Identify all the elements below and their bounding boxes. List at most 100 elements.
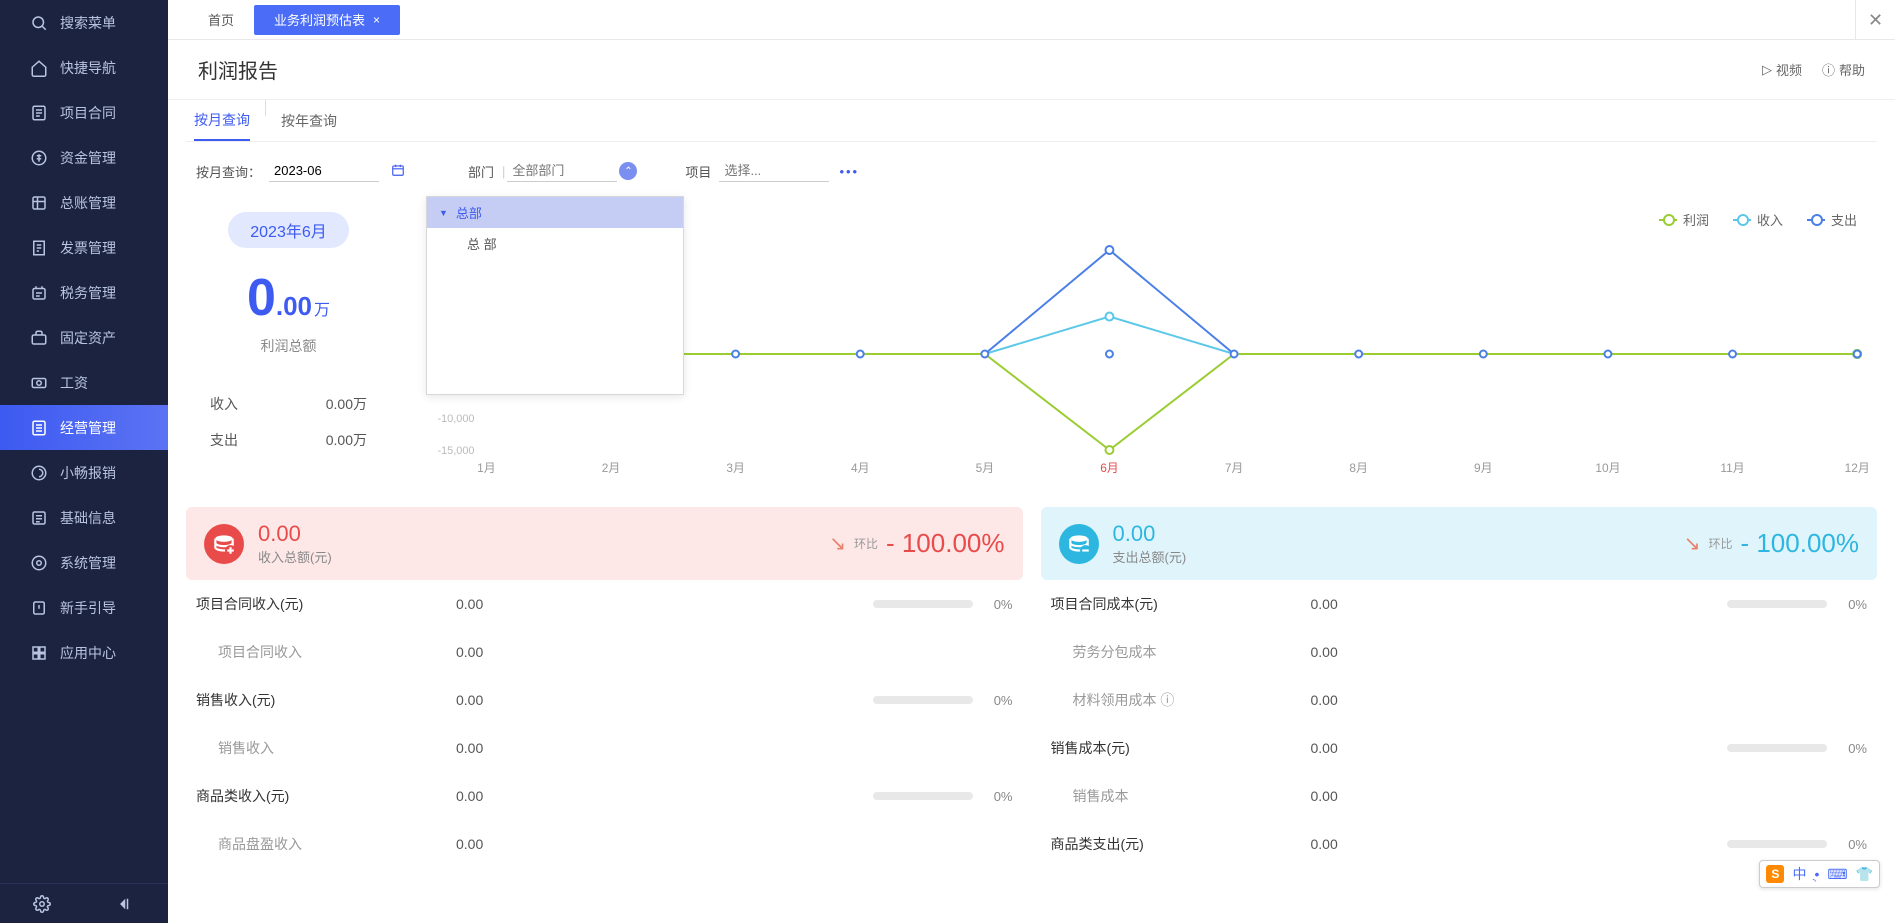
metric-pct: 0% bbox=[1837, 597, 1867, 612]
sidebar-item-system[interactable]: 系统管理 bbox=[0, 540, 168, 585]
metric-name: 劳务分包成本 bbox=[1051, 642, 1311, 662]
sidebar-item-business[interactable]: 经营管理 bbox=[0, 405, 168, 450]
chevron-up-icon[interactable]: ⌃ bbox=[619, 162, 637, 180]
sidebar-item-ledger[interactable]: 总账管理 bbox=[0, 180, 168, 225]
metric-value: 0.00 bbox=[456, 596, 596, 612]
sidebar-item-label: 系统管理 bbox=[60, 553, 116, 573]
sidebar-item-invoice[interactable]: 发票管理 bbox=[0, 225, 168, 270]
x-axis-label: 5月 bbox=[976, 461, 995, 475]
sidebar-item-label: 税务管理 bbox=[60, 283, 116, 303]
expense-icon bbox=[1059, 524, 1099, 564]
sidebar-item-label: 固定资产 bbox=[60, 328, 116, 348]
sidebar-item-money[interactable]: 资金管理 bbox=[0, 135, 168, 180]
expense-panel: 0.00 支出总额(元) ↘ 环比 - 100.00% 项目合同成本(元)0.0… bbox=[1041, 507, 1878, 868]
expense-pct: - 100.00% bbox=[1740, 528, 1859, 559]
sub-tab[interactable]: 按年查询 bbox=[281, 100, 337, 141]
metric-row: 商品类支出(元)0.000% bbox=[1041, 820, 1878, 868]
x-axis-label: 8月 bbox=[1349, 461, 1368, 475]
metric-row: 项目合同收入(元)0.000% bbox=[186, 580, 1023, 628]
top-tabs: 首页业务利润预估表× ✕ bbox=[168, 0, 1895, 40]
income-label: 收入 bbox=[210, 394, 238, 414]
profit-total-label: 利润总额 bbox=[186, 336, 391, 356]
asset-icon bbox=[30, 329, 48, 347]
dropdown-item[interactable]: ▼总部 bbox=[427, 197, 683, 228]
filter-row: 按月查询： 部门 | ⌃ 项目 ••• bbox=[186, 142, 1877, 192]
collapse-icon[interactable] bbox=[84, 895, 168, 913]
income-value: 0.00万 bbox=[326, 394, 367, 414]
sidebar-item-label: 搜索菜单 bbox=[60, 13, 116, 33]
sidebar-item-guide[interactable]: 新手引导 bbox=[0, 585, 168, 630]
sidebar-item-reimburse[interactable]: 小畅报销 bbox=[0, 450, 168, 495]
legend-item[interactable]: 收入 bbox=[1733, 210, 1783, 229]
top-tab[interactable]: 业务利润预估表× bbox=[254, 5, 400, 35]
info-icon bbox=[30, 509, 48, 527]
dropdown-item[interactable]: 总 部 bbox=[427, 228, 683, 259]
ime-lang[interactable]: 中 bbox=[1792, 864, 1806, 884]
x-axis-label: 6月 bbox=[1100, 461, 1119, 475]
legend-item[interactable]: 支出 bbox=[1807, 210, 1857, 229]
progress-bar bbox=[1727, 744, 1827, 752]
reimburse-icon bbox=[30, 464, 48, 482]
expense-total-value: 0.00 bbox=[1113, 521, 1187, 547]
metric-row: 销售收入0.00 bbox=[186, 724, 1023, 772]
dept-input[interactable] bbox=[507, 160, 617, 182]
sub-tab[interactable]: 按月查询 bbox=[194, 100, 250, 141]
proj-filter-label: 项目 bbox=[685, 162, 711, 181]
money-icon bbox=[30, 149, 48, 167]
legend-item[interactable]: 利润 bbox=[1659, 210, 1709, 229]
sidebar-item-asset[interactable]: 固定资产 bbox=[0, 315, 168, 360]
sidebar-item-label: 工资 bbox=[60, 373, 88, 393]
sidebar-item-info[interactable]: 基础信息 bbox=[0, 495, 168, 540]
trend-down-icon: ↘ bbox=[1684, 531, 1701, 556]
metric-value: 0.00 bbox=[456, 740, 596, 756]
business-icon bbox=[30, 419, 48, 437]
calendar-icon[interactable] bbox=[391, 163, 405, 180]
ime-logo-icon: S bbox=[1766, 865, 1784, 883]
close-all-tabs-button[interactable]: ✕ bbox=[1855, 0, 1895, 40]
dept-select[interactable]: | ⌃ bbox=[502, 160, 637, 182]
metric-name: 销售收入(元) bbox=[196, 690, 456, 710]
sidebar-item-tax[interactable]: 税务管理 bbox=[0, 270, 168, 315]
top-tab[interactable]: 首页 bbox=[188, 5, 254, 35]
income-icon bbox=[204, 524, 244, 564]
metric-pct: 0% bbox=[983, 693, 1013, 708]
sidebar-item-label: 快捷导航 bbox=[60, 58, 116, 78]
metric-pct: 0% bbox=[1837, 741, 1867, 756]
income-total-label: 收入总额(元) bbox=[258, 547, 332, 566]
ime-keyboard-icon[interactable]: ⌨ bbox=[1827, 866, 1847, 883]
metric-name: 销售成本(元) bbox=[1051, 738, 1311, 758]
search-icon bbox=[30, 14, 48, 32]
sidebar-item-home[interactable]: 快捷导航 bbox=[0, 45, 168, 90]
guide-icon bbox=[30, 599, 48, 617]
home-icon bbox=[30, 59, 48, 77]
sidebar-item-salary[interactable]: 工资 bbox=[0, 360, 168, 405]
sidebar-footer bbox=[0, 883, 168, 923]
close-icon[interactable]: × bbox=[373, 13, 380, 27]
ime-punct[interactable]: •ֻ bbox=[1814, 866, 1819, 882]
proj-input[interactable] bbox=[719, 160, 829, 182]
settings-icon[interactable] bbox=[0, 895, 84, 913]
metric-row: 销售成本0.00 bbox=[1041, 772, 1878, 820]
ime-skin-icon[interactable]: 👕 bbox=[1856, 866, 1873, 883]
sidebar-item-apps[interactable]: 应用中心 bbox=[0, 630, 168, 675]
more-icon[interactable]: ••• bbox=[839, 164, 859, 179]
x-axis-label: 1月 bbox=[477, 461, 496, 475]
legend-marker bbox=[1807, 219, 1825, 221]
expense-label: 支出 bbox=[210, 430, 238, 450]
sidebar-item-label: 基础信息 bbox=[60, 508, 116, 528]
video-help-link[interactable]: ▷ 视频 bbox=[1762, 60, 1802, 79]
ime-toolbar[interactable]: S 中 •ֻ ⌨ 👕 bbox=[1759, 860, 1880, 888]
income-panel: 0.00 收入总额(元) ↘ 环比 - 100.00% 项目合同收入(元)0.0… bbox=[186, 507, 1023, 868]
metric-name: 项目合同收入(元) bbox=[196, 594, 456, 614]
date-filter-input[interactable] bbox=[269, 160, 379, 182]
chart-line-income bbox=[486, 317, 1857, 354]
sidebar-item-contract[interactable]: 项目合同 bbox=[0, 90, 168, 135]
sidebar-item-label: 新手引导 bbox=[60, 598, 116, 618]
metric-value: 0.00 bbox=[456, 692, 596, 708]
legend-marker bbox=[1733, 219, 1751, 221]
sidebar-item-search[interactable]: 搜索菜单 bbox=[0, 0, 168, 45]
contract-icon bbox=[30, 104, 48, 122]
metric-row: 销售成本(元)0.000% bbox=[1041, 724, 1878, 772]
help-link[interactable]: ⓘ 帮助 bbox=[1822, 60, 1865, 79]
expense-total-label: 支出总额(元) bbox=[1113, 547, 1187, 566]
